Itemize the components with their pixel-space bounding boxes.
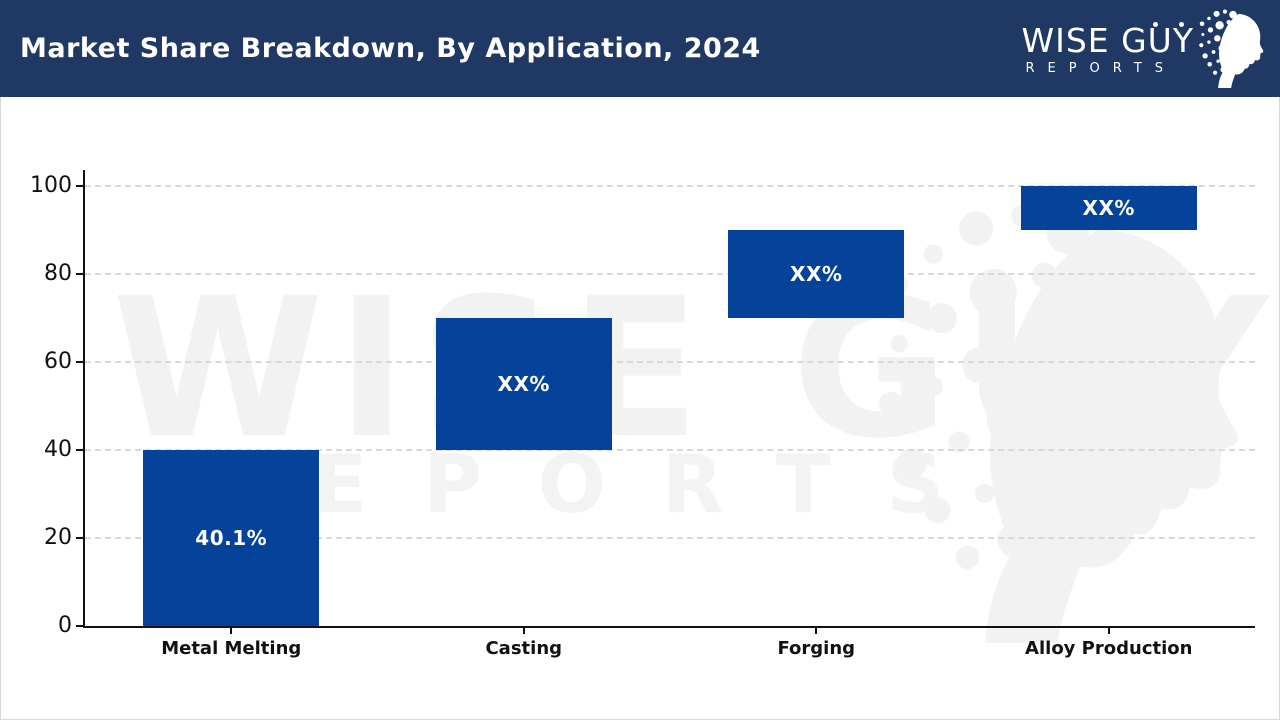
header-bar: Market Share Breakdown, By Application, … [0,0,1280,97]
x-category-label: Casting [485,638,563,659]
y-tick-mark [76,361,84,363]
y-tick-label: 80 [44,261,72,286]
y-tick-label: 40 [44,437,72,462]
y-axis-line [83,170,85,628]
bar-value-label: XX% [497,372,550,396]
bar-casting: XX% [435,318,612,450]
bar-forging: XX% [728,230,905,318]
logo-wordmark-line2: REPORTS [1025,61,1177,76]
gridline [85,185,1255,187]
x-tick-mark [230,626,233,634]
x-axis-line [83,626,1255,628]
x-category-label: Metal Melting [161,638,302,659]
y-tick-mark [76,273,84,275]
gridline [85,361,1255,363]
bar-value-label: 40.1% [195,526,268,550]
y-tick-label: 0 [58,613,72,638]
gridline [85,537,1255,539]
logo-wordmark-line1: WISE GUY [1021,21,1194,60]
y-tick-mark [76,449,84,451]
x-category-label: Alloy Production [1025,638,1193,659]
gridline [85,273,1255,275]
x-tick-mark [1107,626,1110,634]
x-tick-mark [522,626,525,634]
gridline [85,449,1255,451]
logo-face-icon [1199,9,1264,88]
logo-dot-icon [1153,22,1159,27]
y-tick-mark [76,625,84,627]
bar-alloy-production: XX% [1020,186,1197,230]
y-tick-mark [76,185,84,187]
bar-value-label: XX% [1082,196,1135,220]
y-tick-label: 60 [44,349,72,374]
x-category-label: Forging [777,638,856,659]
watermark-text-line2: REPORTS [195,438,1001,531]
market-share-chart: 0 20 40 60 80 100 40.1% Metal Melting XX% Casting… [0,97,1280,720]
wise-guy-reports-logo: WISE GUY REPORTS [1021,5,1270,93]
logo-dot-icon [1179,22,1185,27]
bar-value-label: XX% [790,262,843,286]
y-tick-mark [76,537,84,539]
page-title: Market Share Breakdown, By Application, … [20,33,761,64]
y-tick-label: 20 [44,525,72,550]
bar-metal-melting: 40.1% [143,450,320,626]
y-tick-label: 100 [30,173,72,198]
logo-wordmark: WISE GUY REPORTS [1021,21,1194,77]
x-tick-mark [815,626,818,634]
